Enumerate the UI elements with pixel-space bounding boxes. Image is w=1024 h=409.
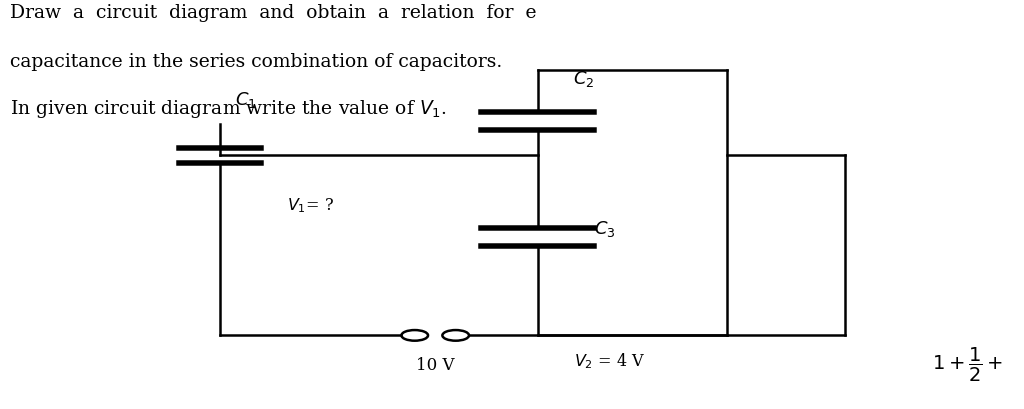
Text: $V_1$= ?: $V_1$= ? — [287, 196, 334, 215]
Text: In given circuit diagram write the value of $V_1$.: In given circuit diagram write the value… — [10, 98, 447, 120]
Text: capacitance in the series combination of capacitors.: capacitance in the series combination of… — [10, 53, 503, 71]
Text: 10 V: 10 V — [416, 357, 455, 374]
Text: $C_3$: $C_3$ — [594, 219, 615, 239]
Text: Draw  a  circuit  diagram  and  obtain  a  relation  for  e: Draw a circuit diagram and obtain a rela… — [10, 4, 537, 22]
Text: $C_1$: $C_1$ — [236, 90, 256, 110]
Text: $C_2$: $C_2$ — [573, 69, 594, 89]
Text: $1 + \dfrac{1}{2} +$: $1 + \dfrac{1}{2} +$ — [932, 346, 1004, 384]
Text: $V_2$ = 4 V: $V_2$ = 4 V — [573, 352, 645, 371]
